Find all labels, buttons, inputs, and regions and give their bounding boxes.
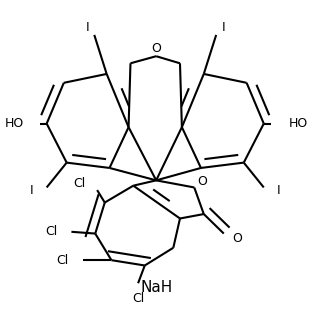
Text: HO: HO [5, 117, 24, 130]
Text: I: I [30, 184, 33, 197]
Text: O: O [197, 175, 207, 188]
Text: O: O [151, 42, 161, 55]
Text: HO: HO [289, 117, 308, 130]
Text: O: O [232, 232, 242, 245]
Text: NaH: NaH [140, 280, 172, 295]
Text: I: I [86, 21, 90, 34]
Text: Cl: Cl [132, 292, 144, 305]
Text: Cl: Cl [56, 254, 69, 267]
Text: Cl: Cl [45, 225, 57, 238]
Text: Cl: Cl [73, 178, 86, 190]
Text: I: I [222, 21, 226, 34]
Text: I: I [277, 184, 281, 197]
